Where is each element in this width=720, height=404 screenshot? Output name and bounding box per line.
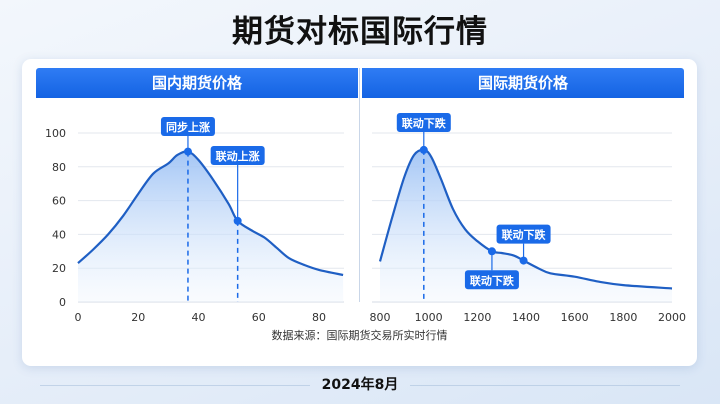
annotation-badge xyxy=(496,224,551,244)
annotation-label: 联动下跌 xyxy=(470,273,515,287)
y-tick-label: 100 xyxy=(45,127,66,140)
series-line xyxy=(77,150,344,277)
date-line-right xyxy=(410,385,680,386)
y-tick-label: 0 xyxy=(59,296,66,309)
annotation-badge xyxy=(396,113,451,132)
annotation-badge xyxy=(210,146,265,165)
y-tick-label: 40 xyxy=(52,228,66,241)
chart-card: 国内期货价格 国际期货价格 0 20 40 60 80 100 0 20 40 60 80 同步上涨联… xyxy=(22,59,697,366)
annotation-label: 联动上涨 xyxy=(216,149,260,163)
x-tick-label: 2000 xyxy=(658,311,686,324)
annotation-label: 同步上涨 xyxy=(166,120,210,134)
x-tick-label: 40 xyxy=(192,311,206,324)
data-point-marker xyxy=(519,256,528,265)
x-tick-label: 1400 xyxy=(512,311,540,324)
data-point-marker xyxy=(183,147,192,156)
data-point-marker xyxy=(487,247,496,256)
x-tick-label: 1000 xyxy=(415,311,443,324)
series-line xyxy=(378,148,673,290)
x-tick-label: 60 xyxy=(252,311,266,324)
right-chart-header: 国际期货价格 xyxy=(362,68,684,98)
annotation-badge xyxy=(160,117,215,136)
x-tick-label: 1800 xyxy=(609,311,637,324)
date-label: 2024年8月 xyxy=(321,377,399,393)
area-fill xyxy=(78,151,344,302)
x-tick-label: 1600 xyxy=(561,311,589,324)
x-tick-label: 20 xyxy=(131,311,145,324)
x-tick-label: 1200 xyxy=(463,311,491,324)
data-point-marker xyxy=(233,216,242,225)
chart-divider xyxy=(359,68,360,302)
y-tick-label: 80 xyxy=(52,161,66,174)
date-line-left xyxy=(40,385,310,386)
annotation-label: 联动下跌 xyxy=(502,228,547,242)
left-chart-header: 国内期货价格 xyxy=(36,68,358,98)
x-tick-label: 80 xyxy=(312,311,326,324)
x-tick-label: 0 xyxy=(75,311,82,324)
x-tick-label: 800 xyxy=(370,311,391,324)
data-source-note: 数据来源：国际期货交易所实时行情 xyxy=(271,329,448,342)
annotation-label: 联动下跌 xyxy=(402,116,447,130)
page-title: 期货对标国际行情 xyxy=(232,14,488,50)
y-tick-label: 20 xyxy=(52,262,66,275)
y-tick-label: 60 xyxy=(52,195,66,208)
area-fill xyxy=(380,149,672,302)
data-point-marker xyxy=(419,145,428,154)
annotation-badge xyxy=(464,270,519,290)
